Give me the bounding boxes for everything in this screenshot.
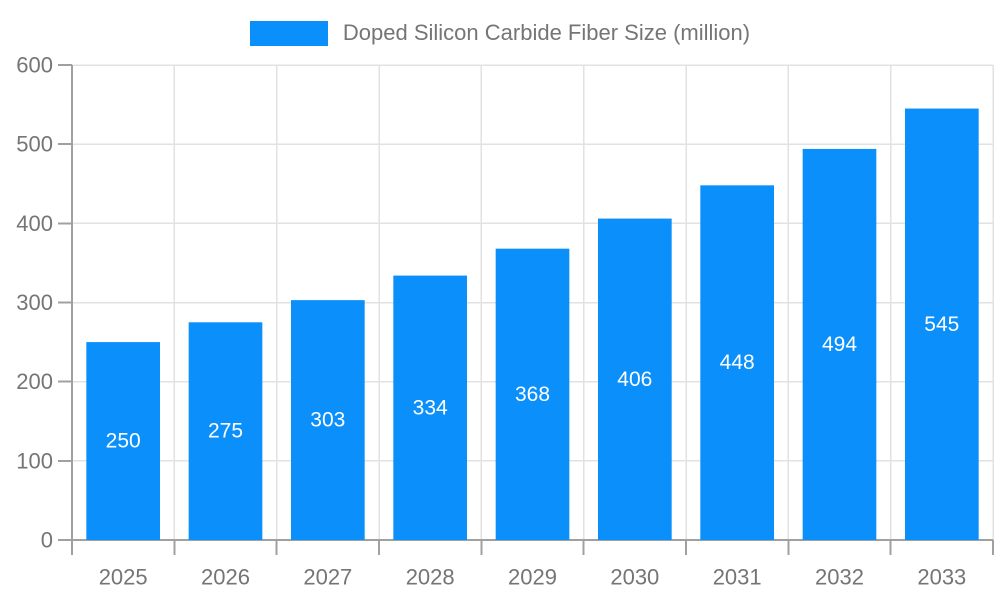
bar[interactable] [700,185,775,541]
x-axis-label: 2032 [815,565,864,590]
chart-legend[interactable]: Doped Silicon Carbide Fiber Size (millio… [0,20,1000,46]
bar-value-label: 406 [617,368,652,391]
x-axis-label: 2025 [99,565,148,590]
bar[interactable] [188,322,263,540]
bar[interactable] [904,108,979,541]
y-axis-label: 200 [16,369,53,394]
bar-value-label: 303 [310,409,345,432]
x-axis-label: 2027 [303,565,352,590]
x-axis-label: 2028 [406,565,455,590]
y-axis-label: 100 [16,448,53,473]
bar-value-label: 368 [515,383,550,406]
x-axis-label: 2026 [201,565,250,590]
bar[interactable] [597,218,672,541]
bar-value-label: 494 [822,333,857,356]
y-axis-label: 500 [16,132,53,157]
bar[interactable] [393,275,468,540]
x-axis-label: 2033 [917,565,966,590]
bar[interactable] [802,148,877,540]
bar[interactable] [290,300,365,540]
y-axis-label: 600 [16,53,53,78]
bar[interactable] [86,342,161,540]
bar-value-label: 545 [924,313,959,336]
y-axis-label: 300 [16,290,53,315]
x-axis-label: 2029 [508,565,557,590]
x-axis-label: 2031 [713,565,762,590]
y-axis-label: 0 [41,528,53,553]
y-axis-label: 400 [16,211,53,236]
x-axis-label: 2030 [610,565,659,590]
bar-value-label: 275 [208,420,243,443]
legend-label: Doped Silicon Carbide Fiber Size (millio… [342,20,751,45]
bar-value-label: 334 [413,396,448,419]
bar[interactable] [495,248,570,540]
legend-swatch-icon [249,20,328,46]
bar-value-label: 250 [106,430,141,453]
bar-value-label: 448 [720,351,755,374]
